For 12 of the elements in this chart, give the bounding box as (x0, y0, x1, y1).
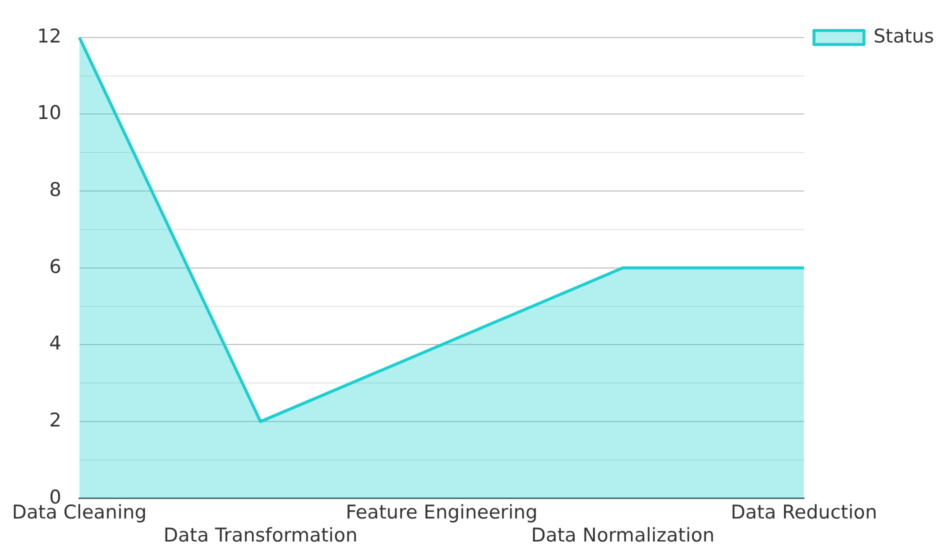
y-tick-label: 6 (49, 256, 62, 278)
y-tick-label: 12 (37, 25, 62, 48)
y-tick-label: 0 (49, 486, 62, 508)
y-tick-label: 2 (49, 410, 62, 432)
x-tick-label: Data Transformation (164, 524, 358, 547)
x-tick-label: Data Normalization (531, 524, 715, 547)
y-tick-label: 4 (49, 332, 62, 355)
x-tick-label: Feature Engineering (346, 502, 538, 524)
legend-label: Status (873, 25, 934, 48)
x-tick-label: Data Reduction (730, 502, 878, 524)
y-tick-label: 10 (37, 102, 62, 124)
y-tick-label: 8 (49, 179, 62, 202)
